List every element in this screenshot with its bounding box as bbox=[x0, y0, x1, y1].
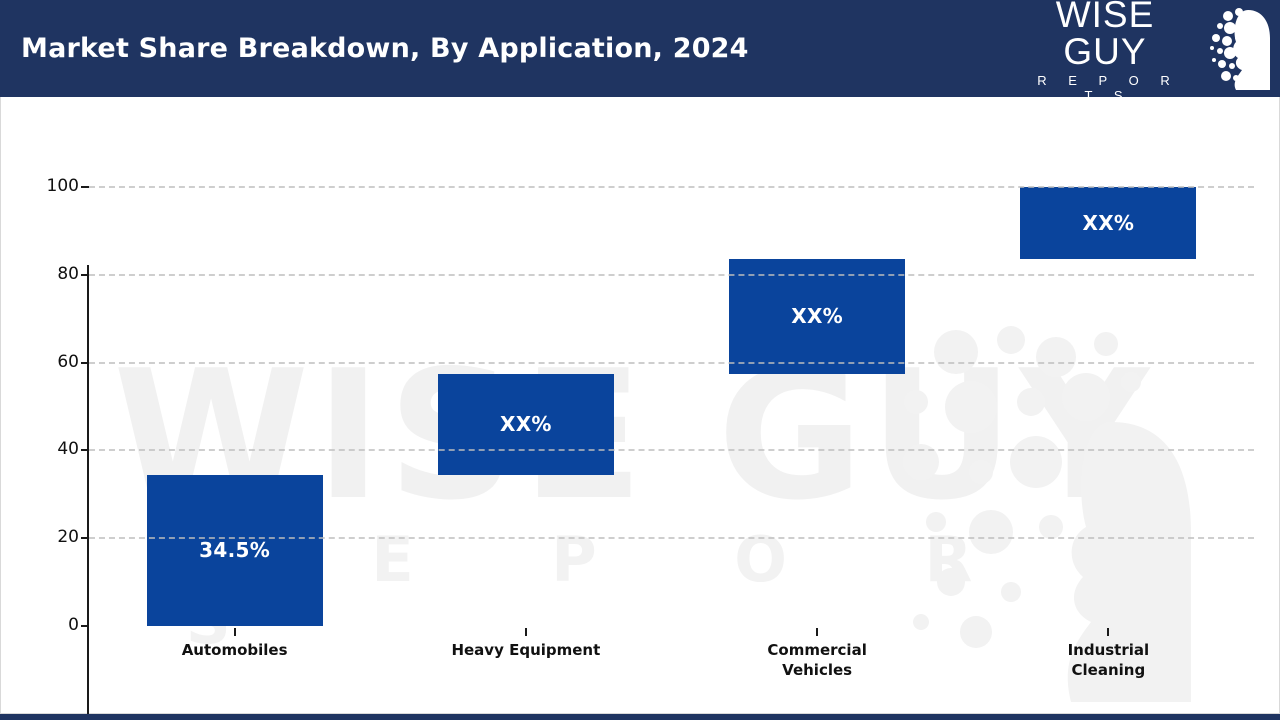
gridline-60 bbox=[89, 361, 1254, 364]
gridline-20 bbox=[89, 537, 1254, 540]
y-tick-60 bbox=[81, 361, 89, 364]
logo-subtitle: R E P O R T S bbox=[1037, 72, 1179, 103]
y-axis-line bbox=[87, 265, 89, 720]
y-tick-label-100: 100 bbox=[46, 176, 79, 196]
x-tick-label-heavy-equipment: Heavy Equipment bbox=[451, 641, 601, 659]
bar-value-label-commercial-vehicles: XX% bbox=[791, 304, 844, 329]
x-tick-label-industrial-cleaning: Industrial Cleaning bbox=[1067, 641, 1150, 680]
x-tick-commercial-vehicles bbox=[816, 628, 819, 636]
logo-wordmark: WISE GUY bbox=[1055, 0, 1155, 72]
dotted-head-icon bbox=[1210, 8, 1270, 90]
gridline-100 bbox=[89, 186, 1254, 188]
y-tick-label-40: 40 bbox=[57, 439, 79, 460]
x-tick-automobiles bbox=[233, 628, 236, 636]
bar-industrial-cleaning: XX% bbox=[1020, 187, 1197, 260]
y-tick-40 bbox=[81, 449, 89, 452]
bar-value-label-heavy-equipment: XX% bbox=[499, 412, 552, 437]
y-tick-label-80: 80 bbox=[57, 263, 79, 284]
x-tick-heavy-equipment bbox=[524, 628, 527, 636]
x-tick-label-commercial-vehicles: Commercial Vehicles bbox=[767, 641, 867, 680]
y-tick-label-60: 60 bbox=[57, 351, 79, 372]
bar-automobiles: 34.5% bbox=[146, 474, 323, 626]
gridline-80 bbox=[89, 273, 1254, 276]
watermark-head-icon bbox=[903, 326, 1191, 702]
x-tick-industrial-cleaning bbox=[1107, 628, 1110, 636]
y-tick-label-20: 20 bbox=[57, 527, 79, 548]
gridline-40 bbox=[89, 449, 1254, 452]
x-tick-label-automobiles: Automobiles bbox=[181, 641, 288, 659]
bar-value-label-automobiles: 34.5% bbox=[199, 538, 271, 563]
y-tick-100 bbox=[81, 186, 89, 188]
chart-canvas: WISE GUY R E P O R T S 02040608010034.5%… bbox=[0, 97, 1280, 720]
y-tick-0 bbox=[81, 625, 89, 627]
header-bar: Market Share Breakdown, By Application, … bbox=[0, 0, 1280, 103]
y-tick-80 bbox=[81, 273, 89, 276]
y-tick-label-0: 0 bbox=[68, 615, 79, 635]
logo-text: WISE GUY R E P O R T S bbox=[1020, 0, 1190, 103]
bar-commercial-vehicles: XX% bbox=[729, 259, 906, 374]
bar-value-label-industrial-cleaning: XX% bbox=[1082, 211, 1135, 236]
wise-guy-logo: WISE GUY R E P O R T S bbox=[1020, 0, 1270, 103]
bar-heavy-equipment: XX% bbox=[437, 373, 614, 475]
y-tick-20 bbox=[81, 537, 89, 540]
footer-bar bbox=[0, 714, 1280, 720]
chart-title: Market Share Breakdown, By Application, … bbox=[21, 33, 749, 64]
